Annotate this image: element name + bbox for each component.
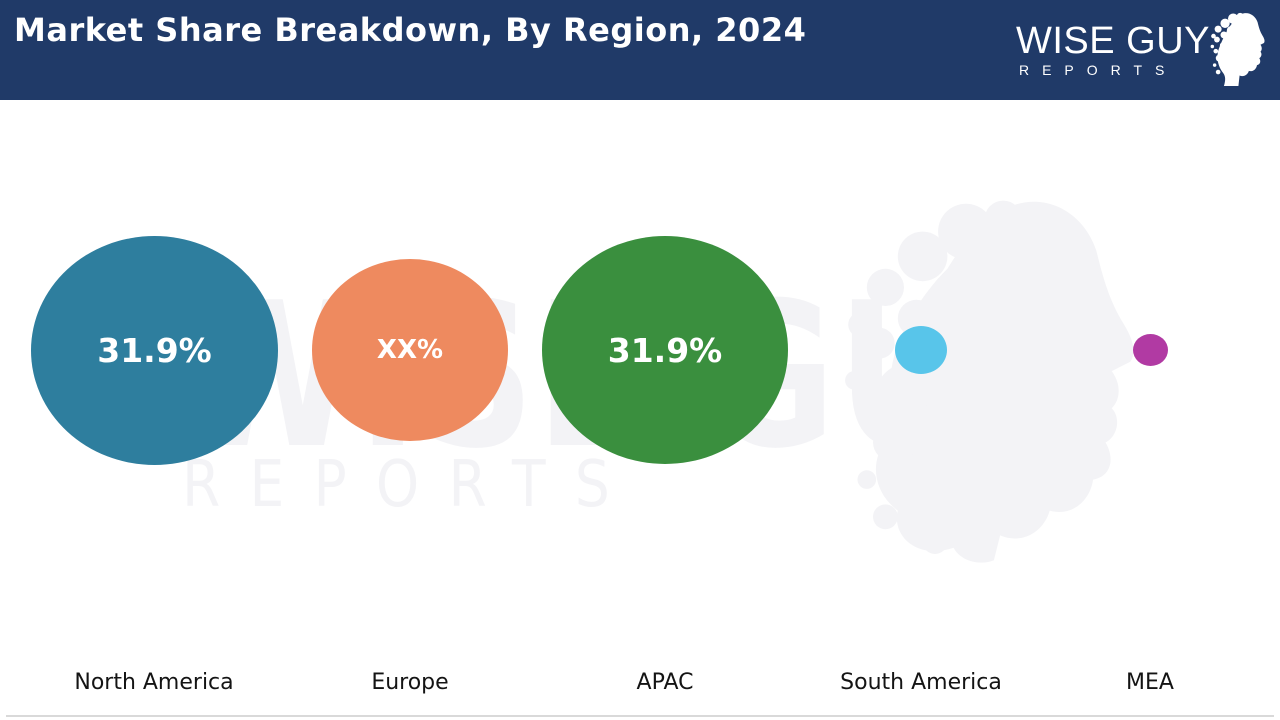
bubble-value-label: 31.9% xyxy=(607,330,723,370)
brand-subtitle-text: REPORTS xyxy=(1018,62,1178,79)
bubble-chart: WISE GUY REPORTS 31 xyxy=(0,100,1280,720)
bubble-apac: 31.9% xyxy=(542,236,788,464)
brand-logo: WISE GUY REPORTS xyxy=(1016,6,1268,94)
bubble-europe: XX% xyxy=(312,259,508,441)
wiseguy-head-icon xyxy=(1210,12,1265,86)
category-label-mea: MEA xyxy=(1126,670,1174,695)
bubble-value-label: XX% xyxy=(376,335,444,365)
axis-baseline xyxy=(6,715,1274,717)
bubble-north-america: 31.9% xyxy=(31,236,278,465)
brand-name-text: WISE GUY xyxy=(1015,19,1210,62)
page-title: Market Share Breakdown, By Region, 2024 xyxy=(14,11,807,49)
category-label-south-america: South America xyxy=(840,670,1002,695)
category-label-europe: Europe xyxy=(371,670,449,695)
bubble-south-america xyxy=(895,326,947,374)
header-bar: Market Share Breakdown, By Region, 2024 … xyxy=(0,0,1280,100)
category-label-apac: APAC xyxy=(636,670,694,695)
watermark-head-icon xyxy=(845,200,1134,563)
bubble-mea xyxy=(1133,334,1168,366)
category-label-north-america: North America xyxy=(74,670,234,695)
watermark-subtitle-text: REPORTS xyxy=(182,448,640,522)
brand-wordmark: WISE GUY REPORTS xyxy=(1015,19,1210,79)
bubble-value-label: 31.9% xyxy=(97,331,212,370)
